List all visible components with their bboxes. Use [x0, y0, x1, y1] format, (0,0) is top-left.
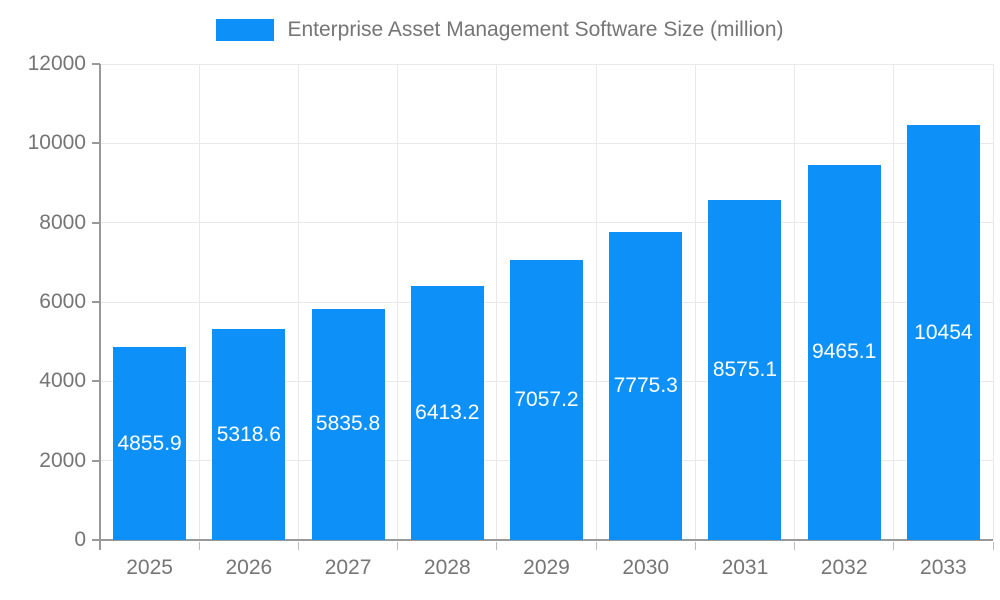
legend-label: Enterprise Asset Management Software Siz… [287, 18, 784, 41]
gridline-horizontal [100, 222, 993, 224]
x-axis-tick [297, 542, 299, 550]
y-axis-tick [92, 380, 100, 383]
bar-2028[interactable] [410, 285, 484, 540]
bar-2025[interactable] [113, 347, 187, 540]
y-axis-label: 6000 [39, 290, 86, 313]
bar-2033[interactable] [906, 125, 980, 540]
gridline-vertical [297, 64, 299, 540]
y-axis-tick [92, 301, 100, 303]
gridline-vertical [794, 64, 796, 540]
x-axis-line [100, 539, 993, 541]
gridline-vertical [496, 64, 498, 540]
gridline-vertical [893, 64, 895, 540]
y-axis-label: 2000 [39, 448, 86, 472]
y-axis-label: 4000 [39, 369, 86, 393]
x-axis-tick [198, 542, 200, 550]
gridline-horizontal [100, 142, 993, 144]
y-axis-label: 10000 [27, 131, 86, 155]
y-axis-tick [92, 221, 100, 224]
bar-2029[interactable] [510, 260, 583, 540]
x-axis-label: 2027 [324, 556, 372, 579]
y-axis-tick [92, 459, 100, 462]
gridline-vertical [397, 64, 399, 540]
bar-2030[interactable] [609, 231, 683, 540]
bar-2027[interactable] [311, 308, 385, 540]
y-axis-label: 0 [74, 528, 86, 551]
x-axis-label: 2031 [721, 556, 769, 579]
legend[interactable]: Enterprise Asset Management Software Siz… [0, 18, 1000, 42]
x-axis-label: 2032 [820, 556, 868, 579]
x-axis-label: 2025 [126, 556, 173, 579]
y-axis-line [99, 64, 101, 550]
y-axis-tick [92, 539, 100, 541]
x-axis-tick [992, 542, 994, 550]
x-axis-tick [397, 542, 399, 550]
y-axis-label: 8000 [39, 210, 86, 234]
gridline-vertical [595, 64, 597, 540]
x-axis-label: 2028 [423, 556, 471, 579]
x-axis-label: 2029 [523, 556, 570, 579]
gridline-vertical [992, 64, 994, 540]
x-axis-label: 2030 [622, 556, 670, 579]
bar-2032[interactable] [807, 164, 881, 540]
x-axis-tick [694, 542, 696, 550]
y-axis-tick [92, 142, 100, 145]
bar-2031[interactable] [708, 199, 782, 540]
gridline-vertical [198, 64, 200, 540]
x-axis-label: 2026 [225, 556, 273, 579]
x-axis-tick [794, 542, 796, 550]
x-axis-tick [893, 542, 895, 550]
bar-2026[interactable] [212, 329, 286, 540]
x-axis-label: 2033 [920, 556, 967, 579]
gridline-vertical [694, 64, 696, 540]
x-axis-tick [595, 542, 597, 550]
gridline-horizontal [100, 63, 993, 65]
y-axis-tick [92, 63, 100, 65]
y-axis-label: 12000 [27, 52, 86, 75]
legend-swatch-icon [216, 19, 275, 41]
x-axis-tick [496, 542, 498, 550]
